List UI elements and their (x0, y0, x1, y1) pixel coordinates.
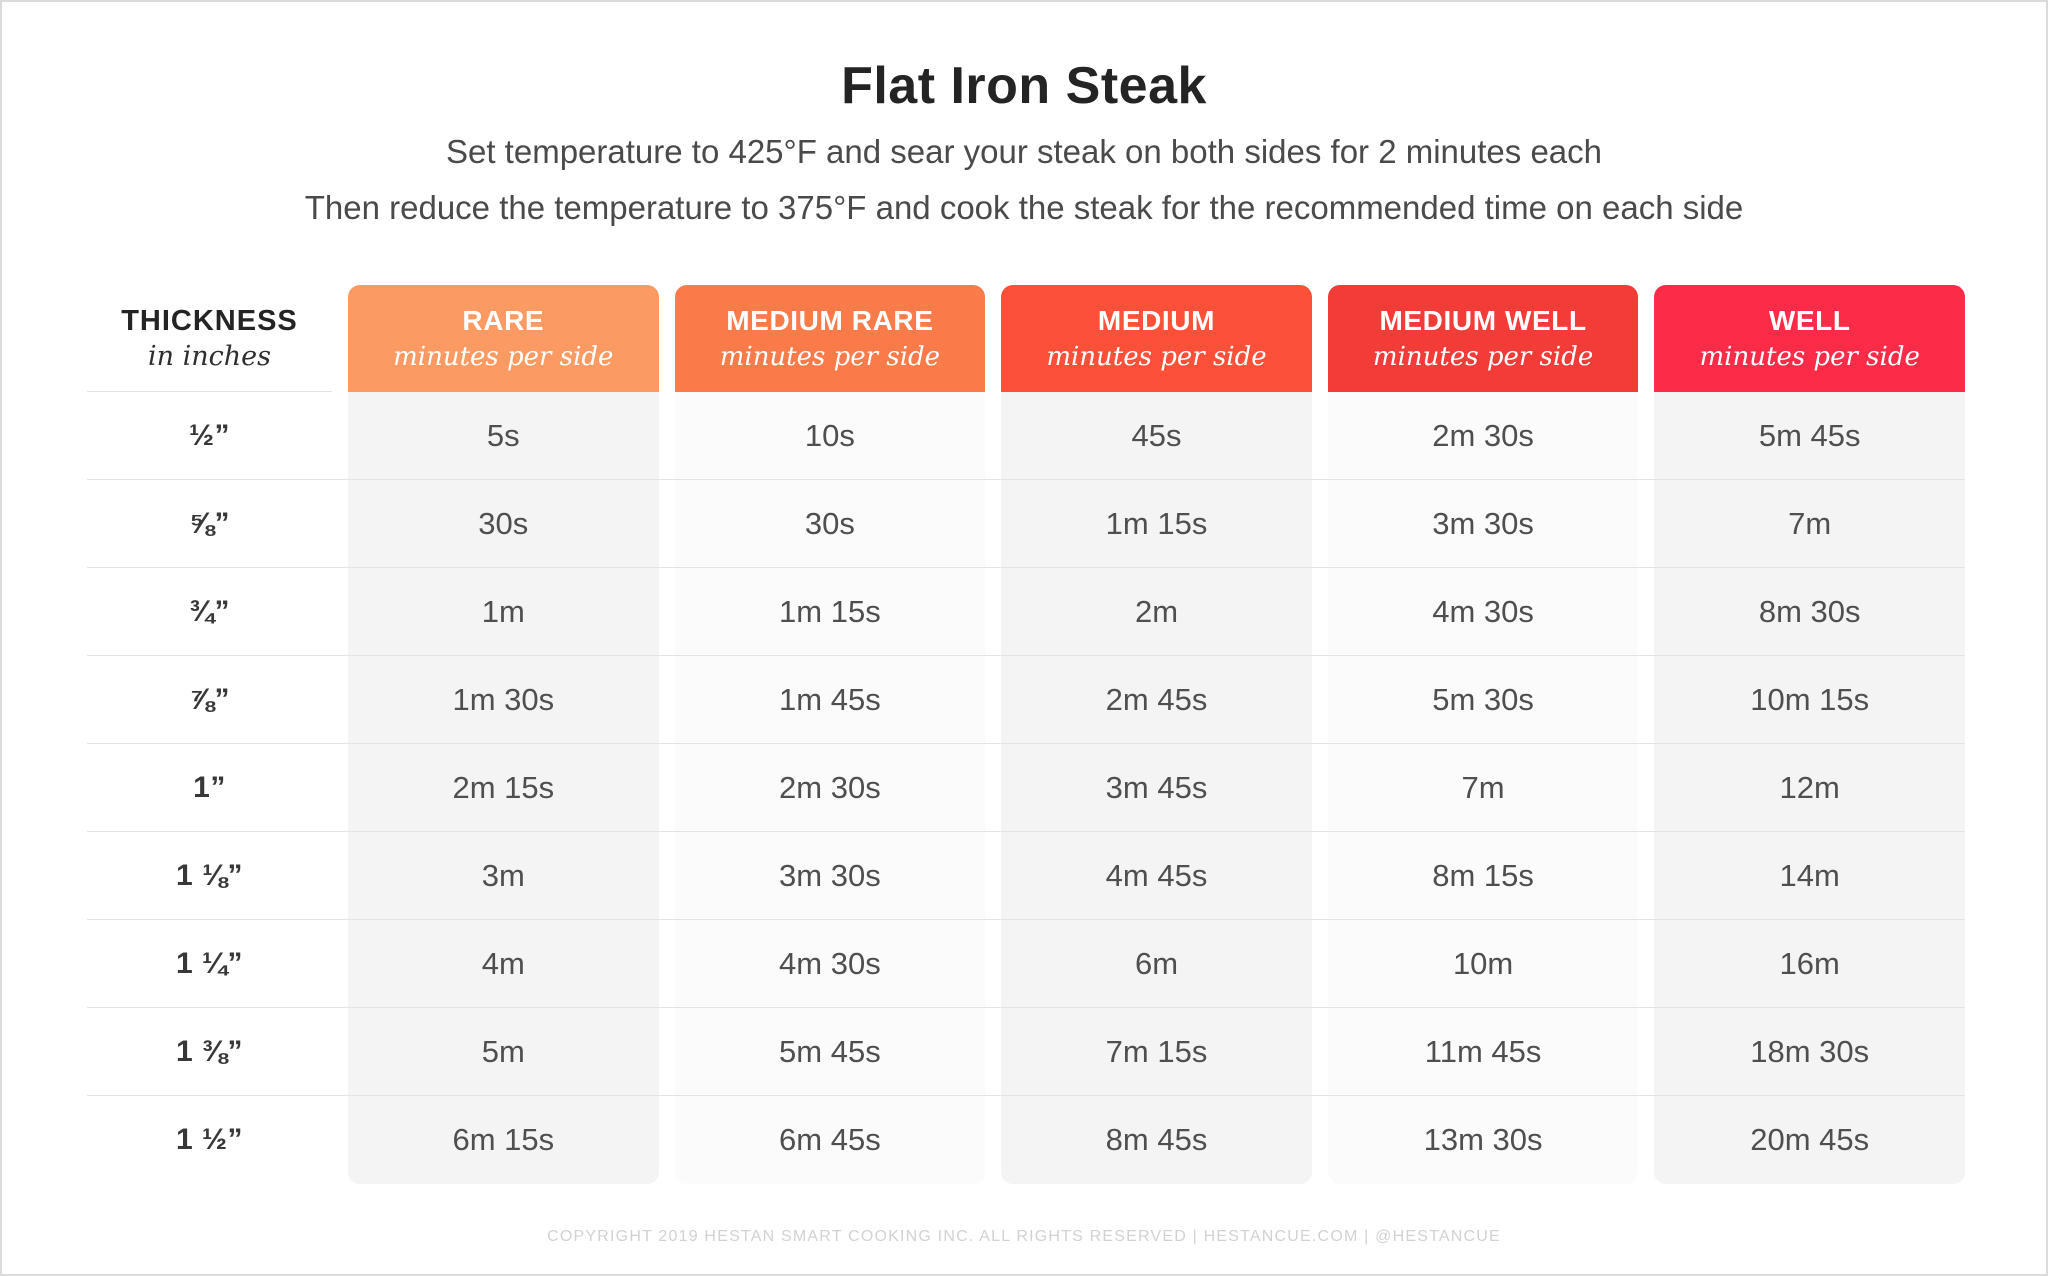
thickness-cell: 1 ½” (175, 1123, 244, 1156)
time-cell: 3m 45s (1001, 744, 1312, 831)
time-cell: 8m 45s (1001, 1096, 1312, 1184)
time-cell: 2m 15s (348, 744, 659, 831)
doneness-label: RARE (462, 305, 545, 336)
table-row: ¾” 1m 1m 15s 2m 4m 30s 8m 30s (87, 568, 1965, 656)
doneness-label: MEDIUM WELL (1379, 305, 1587, 336)
page-title: Flat Iron Steak (841, 57, 1207, 115)
doneness-label: WELL (1768, 305, 1851, 336)
time-cell: 30s (348, 480, 659, 567)
thickness-cell: 1 ⅜” (175, 1034, 244, 1068)
thickness-cell: 1” (193, 770, 226, 804)
time-cell: 45s (1001, 392, 1312, 479)
table-header-row: THICKNESS in inches RARE minutes per side… (87, 285, 1965, 392)
table-row: 1 ⅛” 3m 3m 30s 4m 45s 8m 15s 14m (87, 832, 1965, 920)
time-cell: 5s (348, 392, 659, 479)
time-cell: 8m 30s (1654, 568, 1965, 655)
time-cell: 2m 30s (674, 744, 986, 831)
doneness-label: MEDIUM RARE (726, 305, 934, 336)
time-cell: 7m (1327, 744, 1639, 831)
thickness-cell: ¾” (188, 594, 231, 628)
time-cell: 10m (1327, 920, 1639, 1007)
time-cell: 4m 45s (1001, 832, 1312, 919)
time-cell: 5m 45s (1654, 392, 1965, 479)
thickness-cell: 1 ¼” (175, 946, 244, 980)
time-cell: 11m 45s (1327, 1008, 1639, 1095)
time-cell: 14m (1654, 832, 1965, 919)
table-row: ⅞” 1m 30s 1m 45s 2m 45s 5m 30s 10m 15s (87, 656, 1965, 744)
time-cell: 3m 30s (1327, 480, 1639, 567)
time-cell: 5m 30s (1327, 656, 1639, 743)
time-cell: 5m (348, 1008, 659, 1095)
subtitle-line-2: Then reduce the temperature to 375°F and… (304, 189, 1744, 226)
doneness-sublabel: minutes per side (1699, 342, 1920, 372)
table-row: ½” 5s 10s 45s 2m 30s 5m 45s (87, 392, 1965, 480)
time-cell: 1m 15s (674, 568, 986, 655)
table-row: 1 ⅜” 5m 5m 45s 7m 15s 11m 45s 18m 30s (87, 1008, 1965, 1096)
thickness-cell: ⅝” (188, 506, 231, 540)
time-cell: 2m 30s (1327, 392, 1639, 479)
doneness-label: MEDIUM (1097, 305, 1216, 336)
time-cell: 6m 15s (348, 1096, 659, 1184)
doneness-sublabel: minutes per side (719, 342, 941, 372)
time-cell: 3m 30s (674, 832, 986, 919)
doneness-header-medium: MEDIUM minutes per side (1001, 285, 1312, 392)
time-cell: 13m 30s (1327, 1096, 1639, 1184)
table-row: 1 ½” 6m 15s 6m 45s 8m 45s 13m 30s 20m 45s (87, 1096, 1965, 1184)
time-cell: 10m 15s (1654, 656, 1965, 743)
doneness-sublabel: minutes per side (1372, 342, 1594, 372)
doneness-header-medium-well: MEDIUM WELL minutes per side (1327, 285, 1639, 392)
footer-copyright: COPYRIGHT 2019 HESTAN SMART COOKING INC.… (547, 1228, 1501, 1245)
doneness-sublabel: minutes per side (393, 342, 614, 372)
subtitle-line-1: Set temperature to 425°F and sear your s… (445, 133, 1602, 170)
time-cell: 4m (348, 920, 659, 1007)
time-cell: 1m (348, 568, 659, 655)
doneness-sublabel: minutes per side (1046, 342, 1267, 372)
thickness-cell: ½” (188, 418, 231, 452)
time-cell: 1m 15s (1001, 480, 1312, 567)
time-cell: 4m 30s (1327, 568, 1639, 655)
doneness-header-rare: RARE minutes per side (348, 285, 659, 392)
time-cell: 30s (674, 480, 986, 567)
time-cell: 10s (674, 392, 986, 479)
time-cell: 20m 45s (1654, 1096, 1965, 1184)
thickness-header-label: THICKNESS (121, 304, 298, 337)
thickness-header: THICKNESS in inches (87, 285, 332, 392)
time-cell: 3m (348, 832, 659, 919)
time-cell: 7m 15s (1001, 1008, 1312, 1095)
time-cell: 7m (1654, 480, 1965, 567)
thickness-cell: 1 ⅛” (175, 858, 244, 892)
table-row: 1” 2m 15s 2m 30s 3m 45s 7m 12m (87, 744, 1965, 832)
doneness-header-medium-rare: MEDIUM RARE minutes per side (674, 285, 986, 392)
time-cell: 8m 15s (1327, 832, 1639, 919)
doneness-header-well: WELL minutes per side (1654, 285, 1965, 392)
time-cell: 16m (1654, 920, 1965, 1007)
time-cell: 6m (1001, 920, 1312, 1007)
cook-time-table: THICKNESS in inches RARE minutes per side… (87, 285, 1965, 1184)
time-cell: 4m 30s (674, 920, 986, 1007)
time-cell: 2m (1001, 568, 1312, 655)
time-cell: 2m 45s (1001, 656, 1312, 743)
time-cell: 18m 30s (1654, 1008, 1965, 1095)
table-body: ½” 5s 10s 45s 2m 30s 5m 45s ⅝” 30s 30s 1m 15s 3m 3… (87, 392, 1965, 1184)
time-cell: 12m (1654, 744, 1965, 831)
time-cell: 6m 45s (674, 1096, 986, 1184)
time-cell: 1m 45s (674, 656, 986, 743)
time-cell: 5m 45s (674, 1008, 986, 1095)
time-cell: 1m 30s (348, 656, 659, 743)
thickness-cell: ⅞” (188, 682, 231, 716)
table-row: 1 ¼” 4m 4m 30s 6m 10m 16m (87, 920, 1965, 1008)
table-row: ⅝” 30s 30s 1m 15s 3m 30s 7m (87, 480, 1965, 568)
thickness-header-sublabel: in inches (148, 340, 271, 372)
